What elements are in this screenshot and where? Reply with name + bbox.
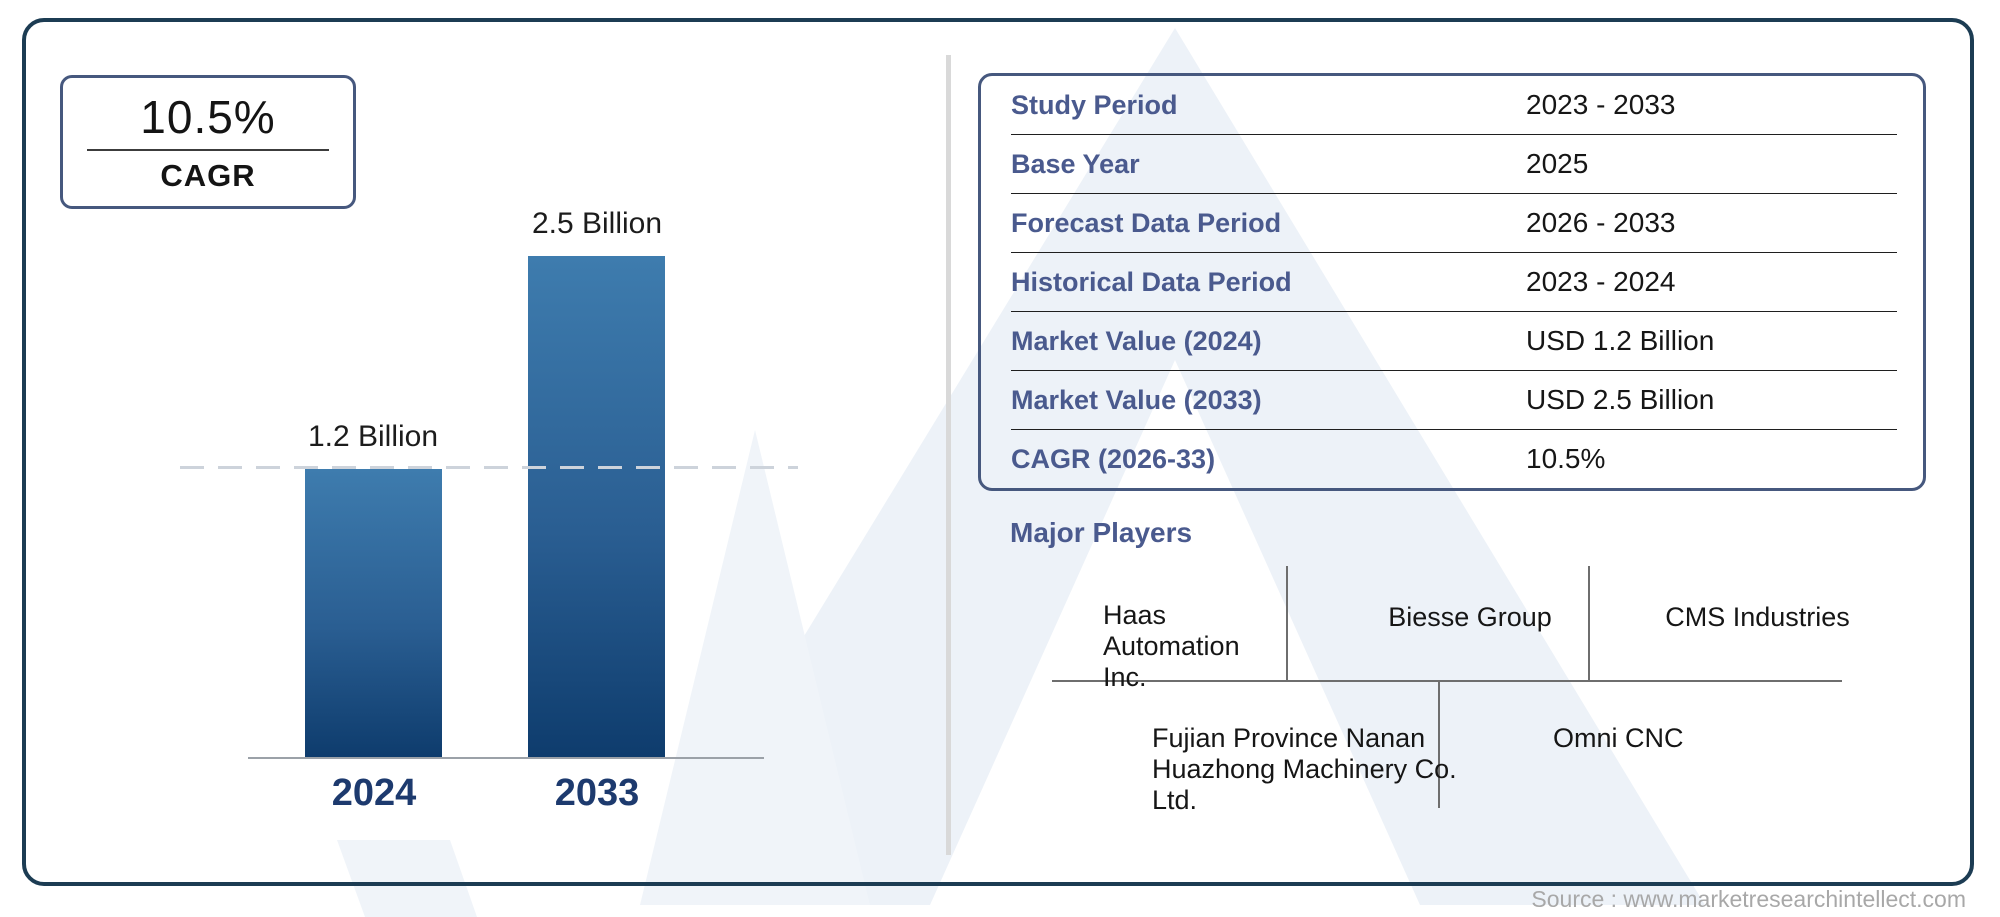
row-value: 2026 - 2033 — [1526, 207, 1676, 238]
player-fujian-nanan-huazhong: Fujian Province Nanan Huazhong Machinery… — [1152, 723, 1457, 815]
table-row: Market Value (2024) USD 1.2 Billion — [1011, 312, 1897, 371]
row-label: Study Period — [1011, 89, 1178, 120]
player-omni-cnc: Omni CNC — [1553, 723, 1684, 753]
bar-value-label-2024: 1.2 Billion — [307, 420, 439, 453]
cagr-badge: 10.5% CAGR — [60, 75, 356, 209]
players-divider-vertical-2 — [1588, 566, 1590, 680]
players-divider-vertical-1 — [1286, 566, 1288, 680]
row-value: USD 2.5 Billion — [1526, 384, 1715, 415]
player-haas-automation: Haas Automation Inc. — [1103, 600, 1240, 692]
reference-dashed-line — [180, 466, 798, 469]
row-value: 2023 - 2024 — [1526, 266, 1676, 297]
players-divider-horizontal — [1052, 680, 1842, 682]
row-label: Market Value (2024) — [1011, 325, 1262, 356]
bar-2024 — [305, 469, 442, 757]
row-value: USD 1.2 Billion — [1526, 325, 1715, 356]
table-row: Study Period 2023 - 2033 — [1011, 76, 1897, 135]
row-label: Base Year — [1011, 148, 1140, 179]
x-axis-line — [248, 757, 764, 759]
table-row: Base Year 2025 — [1011, 135, 1897, 194]
table-row: Market Value (2033) USD 2.5 Billion — [1011, 371, 1897, 430]
table-row: Historical Data Period 2023 - 2024 — [1011, 253, 1897, 312]
bar-2033 — [528, 256, 665, 757]
section-divider — [946, 55, 951, 855]
cagr-divider — [87, 149, 329, 151]
player-cms-industries: CMS Industries — [1665, 602, 1850, 632]
row-label: Market Value (2033) — [1011, 384, 1262, 415]
row-label: Historical Data Period — [1011, 266, 1292, 297]
player-biesse-group: Biesse Group — [1388, 602, 1552, 632]
cagr-label: CAGR — [160, 158, 256, 193]
row-value: 2025 — [1526, 148, 1589, 179]
x-tick-2024: 2024 — [331, 772, 417, 814]
row-value: 10.5% — [1526, 443, 1606, 474]
table-row: CAGR (2026-33) 10.5% — [1011, 430, 1897, 488]
cagr-value: 10.5% — [140, 91, 276, 143]
study-info-table: Study Period 2023 - 2033 Base Year 2025 … — [978, 73, 1926, 491]
players-divider-vertical-3 — [1438, 682, 1440, 808]
row-label: Forecast Data Period — [1011, 207, 1282, 238]
major-players-title: Major Players — [1010, 517, 1193, 548]
watermark-small-peak — [640, 430, 870, 905]
x-tick-2033: 2033 — [554, 772, 640, 814]
row-value: 2023 - 2033 — [1526, 89, 1676, 120]
watermark-leg — [337, 840, 477, 917]
source-attribution: Source : www.marketresearchintellect.com — [1531, 886, 1966, 912]
bar-value-label-2033: 2.5 Billion — [531, 207, 663, 240]
table-row: Forecast Data Period 2026 - 2033 — [1011, 194, 1897, 253]
row-label: CAGR (2026-33) — [1011, 443, 1216, 474]
